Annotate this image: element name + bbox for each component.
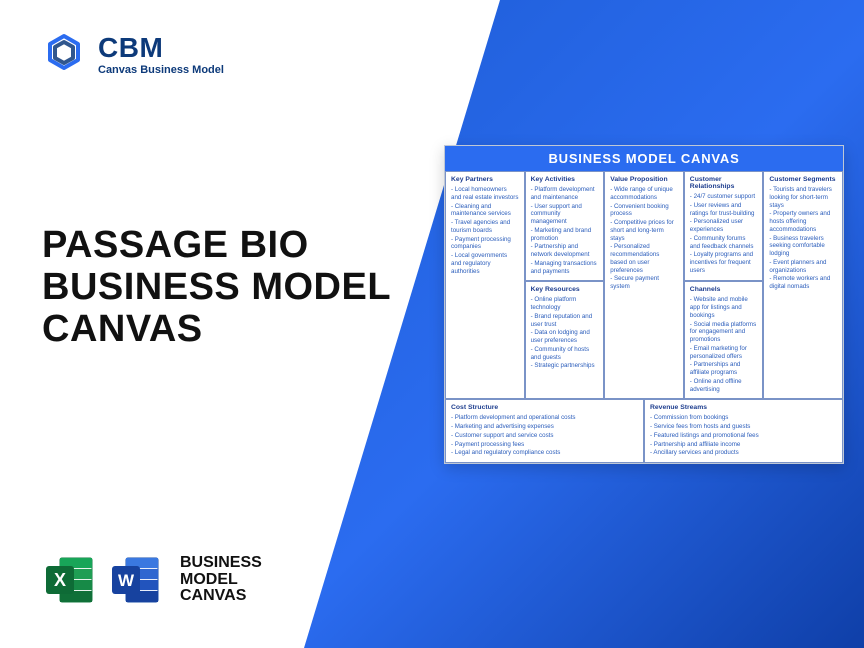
list-item: Strategic partnerships bbox=[531, 362, 599, 370]
list-item: Data on lodging and user preferences bbox=[531, 329, 599, 345]
list-item: Competitive prices for short and long-te… bbox=[610, 219, 678, 242]
excel-icon: X bbox=[42, 552, 98, 608]
cell-revenue-streams: Revenue StreamsCommission from bookingsS… bbox=[644, 399, 843, 463]
list-item: Email marketing for personalized offers bbox=[690, 345, 758, 361]
footer-apps-row: X W BUSINESS MODEL CANVAS bbox=[42, 552, 262, 608]
list-item: Featured listings and promotional fees bbox=[650, 432, 837, 440]
footer-line-3: CANVAS bbox=[180, 588, 262, 605]
cell-key-resources: Key ResourcesOnline platform technologyB… bbox=[525, 281, 605, 399]
list-item: Commission from bookings bbox=[650, 414, 837, 422]
svg-text:X: X bbox=[54, 570, 66, 590]
list-item: Event planners and organizations bbox=[769, 259, 837, 275]
list-item: Customer support and service costs bbox=[451, 432, 638, 440]
list-item: Marketing and advertising expenses bbox=[451, 423, 638, 431]
list-item: Managing transactions and payments bbox=[531, 260, 599, 276]
brand-name: CBM bbox=[98, 32, 224, 64]
list-item: Remote workers and digital nomads bbox=[769, 275, 837, 291]
list-item: Partnerships and affiliate programs bbox=[690, 361, 758, 377]
list-item: Personalized recommendations based on us… bbox=[610, 243, 678, 274]
list-item: Tourists and travelers looking for short… bbox=[769, 186, 837, 209]
canvas-grid: Key PartnersLocal homeowners and real es… bbox=[445, 171, 843, 463]
list-item: Legal and regulatory compliance costs bbox=[451, 449, 638, 457]
word-icon: W bbox=[108, 552, 164, 608]
list-item: Travel agencies and tourism boards bbox=[451, 219, 519, 235]
list-item: Online and offline advertising bbox=[690, 378, 758, 394]
list-item: Platform development and maintenance bbox=[531, 186, 599, 202]
cell-value-proposition: Value PropositionWide range of unique ac… bbox=[604, 171, 684, 399]
list-item: Personalized user experiences bbox=[690, 218, 758, 234]
list-item: User support and community management bbox=[531, 203, 599, 226]
page-title: PASSAGE BIO BUSINESS MODEL CANVAS bbox=[42, 225, 391, 350]
list-item: Convenient booking process bbox=[610, 203, 678, 219]
list-item: Service fees from hosts and guests bbox=[650, 423, 837, 431]
list-item: Secure payment system bbox=[610, 275, 678, 291]
list-item: Property owners and hosts offering accom… bbox=[769, 210, 837, 233]
list-item: Social media platforms for engagement an… bbox=[690, 321, 758, 344]
list-item: Local homeowners and real estate investo… bbox=[451, 186, 519, 202]
list-item: Website and mobile app for listings and … bbox=[690, 296, 758, 319]
list-item: Partnership and network development bbox=[531, 243, 599, 259]
canvas-preview-card: BUSINESS MODEL CANVAS Key PartnersLocal … bbox=[444, 145, 844, 464]
footer-caption: BUSINESS MODEL CANVAS bbox=[180, 555, 262, 605]
list-item: Payment processing fees bbox=[451, 441, 638, 449]
logo-hex-icon bbox=[42, 32, 86, 76]
cell-customer-segments: Customer SegmentsTourists and travelers … bbox=[763, 171, 843, 399]
list-item: Community forums and feedback channels bbox=[690, 235, 758, 251]
footer-line-1: BUSINESS bbox=[180, 555, 262, 572]
list-item: User reviews and ratings for trust-build… bbox=[690, 202, 758, 218]
title-line-3: CANVAS bbox=[42, 309, 391, 351]
list-item: Brand reputation and user trust bbox=[531, 313, 599, 329]
list-item: Community of hosts and guests bbox=[531, 346, 599, 362]
cell-cost-structure: Cost StructurePlatform development and o… bbox=[445, 399, 644, 463]
cell-key-activities: Key ActivitiesPlatform development and m… bbox=[525, 171, 605, 281]
list-item: Ancillary services and products bbox=[650, 449, 837, 457]
svg-text:W: W bbox=[118, 571, 135, 590]
title-line-1: PASSAGE BIO bbox=[42, 225, 391, 267]
list-item: Partnership and affiliate income bbox=[650, 441, 837, 449]
list-item: Local governments and regulatory authori… bbox=[451, 252, 519, 275]
list-item: 24/7 customer support bbox=[690, 193, 758, 201]
brand-tagline: Canvas Business Model bbox=[98, 64, 224, 76]
list-item: Marketing and brand promotion bbox=[531, 227, 599, 243]
cell-key-partners: Key PartnersLocal homeowners and real es… bbox=[445, 171, 525, 399]
canvas-header: BUSINESS MODEL CANVAS bbox=[445, 146, 843, 171]
cell-customer-relationships: Customer Relationships24/7 customer supp… bbox=[684, 171, 764, 281]
list-item: Business travelers seeking comfortable l… bbox=[769, 235, 837, 258]
cell-channels: ChannelsWebsite and mobile app for listi… bbox=[684, 281, 764, 399]
list-item: Loyalty programs and incentives for freq… bbox=[690, 251, 758, 274]
brand-logo-block: CBM Canvas Business Model bbox=[42, 32, 224, 76]
list-item: Wide range of unique accommodations bbox=[610, 186, 678, 202]
list-item: Platform development and operational cos… bbox=[451, 414, 638, 422]
title-line-2: BUSINESS MODEL bbox=[42, 267, 391, 309]
list-item: Cleaning and maintenance services bbox=[451, 203, 519, 219]
list-item: Online platform technology bbox=[531, 296, 599, 312]
footer-line-2: MODEL bbox=[180, 572, 262, 589]
list-item: Payment processing companies bbox=[451, 236, 519, 252]
